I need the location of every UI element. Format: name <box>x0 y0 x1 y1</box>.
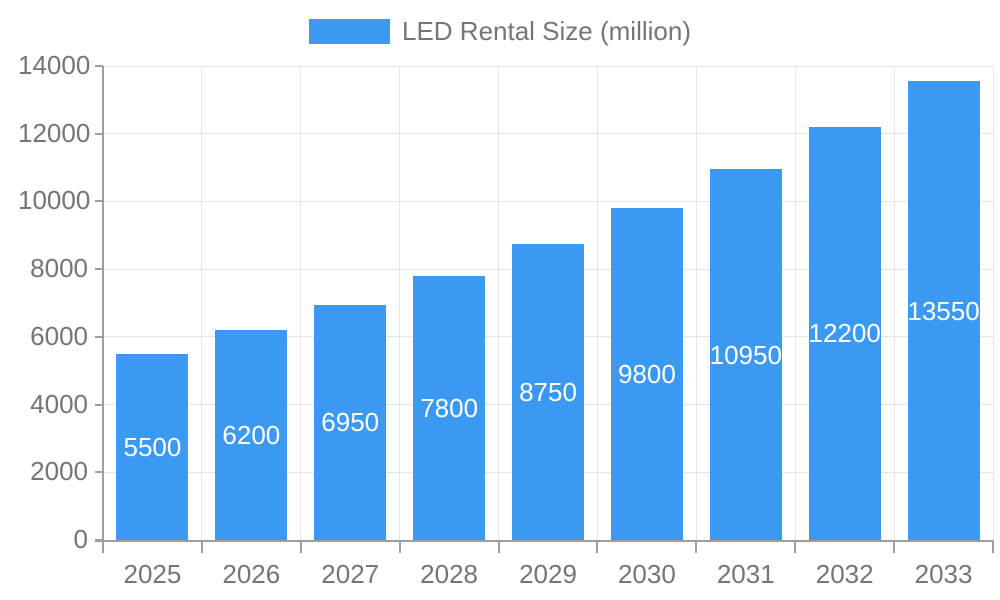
y-tick-label: 14000 <box>18 50 91 80</box>
y-axis-tick <box>95 65 103 67</box>
bar-value-label: 6200 <box>222 420 281 451</box>
x-tick-label: 2032 <box>815 559 874 589</box>
x-tick-label: 2026 <box>222 559 281 589</box>
bar[interactable] <box>610 208 683 540</box>
x-tick-label: 2030 <box>617 559 676 589</box>
bar-value-label: 6950 <box>321 407 380 438</box>
bar[interactable] <box>413 275 486 540</box>
x-tick-label: 2025 <box>123 559 182 589</box>
x-axis-line <box>95 540 993 542</box>
x-axis-tick <box>299 540 302 553</box>
v-gridline <box>794 66 796 540</box>
x-axis-tick <box>992 540 994 553</box>
y-tick-label: 8000 <box>30 253 88 284</box>
legend-swatch <box>309 18 390 44</box>
x-axis-tick <box>497 540 500 553</box>
bar[interactable] <box>512 243 584 540</box>
bar-value-label: 8750 <box>519 376 577 407</box>
y-axis-tick <box>95 335 103 338</box>
y-tick-label: 2000 <box>30 456 88 487</box>
bar-value-label: 12200 <box>808 318 881 349</box>
legend-label: LED Rental Size (million) <box>402 15 691 46</box>
y-tick-label: 6000 <box>30 320 88 351</box>
x-tick-label: 2027 <box>321 559 380 589</box>
bar-value-label: 9800 <box>617 359 676 390</box>
y-tick-label: 0 <box>73 524 88 554</box>
y-tick-label: 10000 <box>18 185 91 216</box>
y-tick-label: 12000 <box>18 117 91 148</box>
bar[interactable] <box>808 126 881 540</box>
bar[interactable] <box>116 353 189 540</box>
v-gridline <box>300 66 302 540</box>
y-axis-line <box>102 66 104 542</box>
v-gridline <box>596 66 598 540</box>
x-tick-label: 2033 <box>914 559 973 589</box>
y-axis-tick <box>95 268 103 271</box>
h-gridline <box>103 133 993 135</box>
h-gridline <box>103 65 993 67</box>
x-axis-tick <box>200 540 203 553</box>
x-axis-tick <box>398 540 401 553</box>
legend[interactable]: LED Rental Size (million) <box>0 14 1000 48</box>
x-axis-tick <box>596 540 599 553</box>
bar-value-label: 5500 <box>123 431 182 462</box>
v-gridline <box>893 66 895 540</box>
y-axis-tick <box>95 200 103 203</box>
h-gridline <box>103 200 993 202</box>
x-tick-label: 2031 <box>716 559 775 589</box>
x-axis-tick <box>893 540 896 553</box>
v-gridline <box>992 66 994 540</box>
bar-value-label: 10950 <box>709 339 782 370</box>
bar-value-label: 13550 <box>907 295 980 326</box>
bar-value-label: 7800 <box>420 392 479 423</box>
x-tick-label: 2028 <box>420 559 479 589</box>
y-tick-label: 4000 <box>30 388 88 419</box>
y-axis-tick <box>95 403 103 406</box>
bar[interactable] <box>709 169 782 540</box>
v-gridline <box>695 66 697 540</box>
x-axis-tick <box>794 540 797 553</box>
x-axis-tick <box>102 540 104 553</box>
x-axis-tick <box>695 540 698 553</box>
bar[interactable] <box>907 81 980 540</box>
v-gridline <box>498 66 500 540</box>
v-gridline <box>201 66 203 540</box>
y-axis-tick <box>95 471 103 474</box>
y-axis-tick <box>95 132 103 135</box>
bar[interactable] <box>314 304 387 540</box>
v-gridline <box>399 66 401 540</box>
bar[interactable] <box>215 330 288 540</box>
x-tick-label: 2029 <box>519 559 577 589</box>
